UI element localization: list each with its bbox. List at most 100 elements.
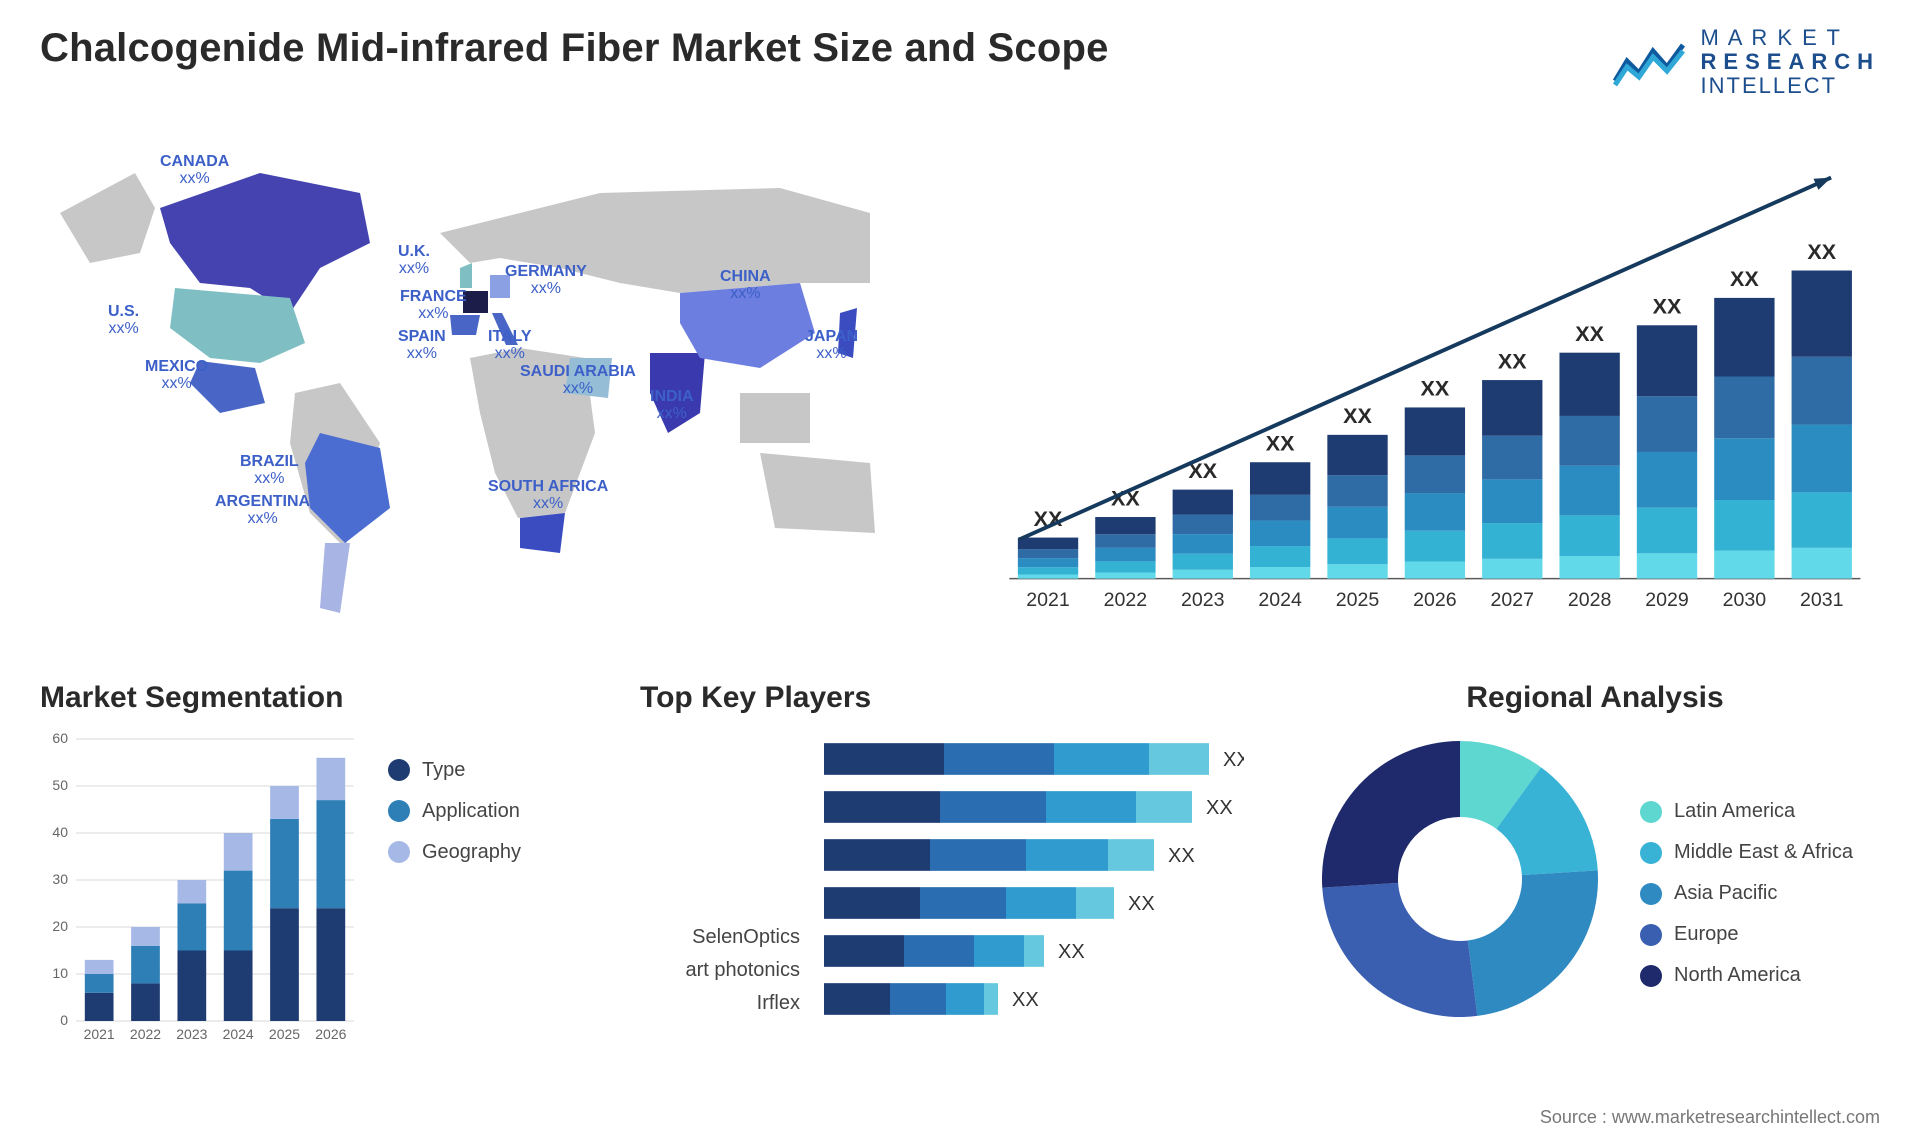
players-bar-segment <box>824 983 890 1015</box>
legend-label: Europe <box>1674 923 1739 946</box>
legend-swatch-icon <box>388 841 410 863</box>
map-country-south-africa <box>520 513 565 553</box>
legend-swatch-icon <box>1640 924 1662 946</box>
players-svg: XXXXXXXXXXXX <box>824 729 1244 1029</box>
forecast-bar-segment <box>1173 514 1233 534</box>
players-bar-segment <box>824 887 920 919</box>
brand-line3: INTELLECT <box>1701 73 1838 98</box>
seg-ytick: 40 <box>52 824 68 840</box>
players-bar-segment <box>1108 839 1154 871</box>
map-label-india: INDIAxx% <box>650 388 694 423</box>
forecast-bar-segment <box>1095 534 1155 548</box>
seg-ytick: 20 <box>52 918 68 934</box>
players-bar-segment <box>1024 935 1044 967</box>
forecast-bar-segment <box>1637 507 1697 553</box>
seg-xtick: 2021 <box>84 1026 115 1042</box>
seg-bar-segment <box>85 974 114 993</box>
forecast-bar-label: XX <box>1343 404 1372 428</box>
map-label-canada: CANADAxx% <box>160 153 229 188</box>
seg-bar-segment <box>131 983 160 1021</box>
players-bar-segment <box>930 839 1026 871</box>
regional-legend-item: North America <box>1640 964 1853 987</box>
forecast-bar-segment <box>1405 530 1465 561</box>
seg-bar-segment <box>224 950 253 1021</box>
map-label-mexico: MEXICOxx% <box>145 358 208 393</box>
forecast-bar-segment <box>1482 479 1542 523</box>
forecast-bar-segment <box>1173 534 1233 554</box>
forecast-bar-segment <box>1792 270 1852 356</box>
map-landmass <box>60 173 155 263</box>
players-bar-segment <box>946 983 984 1015</box>
players-value-label: XX <box>1206 797 1233 819</box>
regional-legend-item: Europe <box>1640 923 1853 946</box>
seg-legend-item: Application <box>388 800 521 823</box>
map-landmass <box>740 393 810 443</box>
legend-swatch-icon <box>1640 842 1662 864</box>
map-label-china: CHINAxx% <box>720 268 771 303</box>
players-bar-segment <box>940 791 1046 823</box>
forecast-bar-segment <box>1792 424 1852 492</box>
forecast-bar-segment <box>1018 574 1078 578</box>
players-title: Top Key Players <box>640 681 1270 715</box>
map-label-south-africa: SOUTH AFRICAxx% <box>488 478 608 513</box>
forecast-bar-segment <box>1173 553 1233 569</box>
regional-donut-chart <box>1310 729 1610 1029</box>
players-value-label: XX <box>1128 893 1155 915</box>
forecast-bar-segment <box>1482 435 1542 479</box>
forecast-bar-segment <box>1250 494 1310 520</box>
map-label-argentina: ARGENTINAxx% <box>215 493 310 528</box>
players-value-label: XX <box>1168 845 1195 867</box>
seg-bar-segment <box>131 945 160 983</box>
legend-swatch-icon <box>1640 965 1662 987</box>
forecast-year-label: 2024 <box>1258 589 1302 611</box>
forecast-bar-segment <box>1637 553 1697 578</box>
segmentation-chart: 0102030405060202120222023202420252026 <box>40 729 360 1049</box>
seg-xtick: 2025 <box>269 1026 300 1042</box>
forecast-arrowhead-icon <box>1814 177 1832 189</box>
regional-legend: Latin AmericaMiddle East & AfricaAsia Pa… <box>1640 770 1853 987</box>
segmentation-title: Market Segmentation <box>40 681 600 715</box>
players-chart: XXXXXXXXXXXX <box>824 729 1244 1029</box>
forecast-bar-segment <box>1714 438 1774 500</box>
forecast-bar-segment <box>1095 517 1155 534</box>
forecast-bar-segment <box>1405 493 1465 531</box>
forecast-bar-segment <box>1714 297 1774 376</box>
players-bar-segment <box>1026 839 1108 871</box>
donut-slice <box>1322 882 1477 1016</box>
forecast-bar-segment <box>1173 489 1233 514</box>
forecast-bar-label: XX <box>1266 431 1295 455</box>
players-bar-segment <box>1054 743 1149 775</box>
players-bar-segment <box>920 887 1006 919</box>
forecast-year-label: 2022 <box>1104 589 1147 611</box>
seg-ytick: 30 <box>52 871 68 887</box>
forecast-year-label: 2028 <box>1568 589 1612 611</box>
legend-swatch-icon <box>1640 801 1662 823</box>
forecast-bar-segment <box>1559 556 1619 579</box>
map-label-spain: SPAINxx% <box>398 328 446 363</box>
page-title: Chalcogenide Mid-infrared Fiber Market S… <box>40 26 1109 71</box>
forecast-bar-segment <box>1095 561 1155 572</box>
seg-xtick: 2022 <box>130 1026 161 1042</box>
forecast-year-label: 2030 <box>1723 589 1767 611</box>
players-name-label: Irflex <box>640 992 800 1015</box>
map-label-brazil: BRAZILxx% <box>240 453 299 488</box>
regional-title: Regional Analysis <box>1310 681 1880 715</box>
regional-legend-item: Asia Pacific <box>1640 882 1853 905</box>
players-bar-segment <box>1076 887 1114 919</box>
map-country-brazil <box>305 433 390 543</box>
forecast-bar-segment <box>1095 547 1155 561</box>
forecast-bar-segment <box>1250 567 1310 579</box>
map-label-italy: ITALYxx% <box>488 328 532 363</box>
legend-label: Geography <box>422 841 521 864</box>
donut-slice <box>1468 870 1598 1016</box>
seg-bar-segment <box>316 908 345 1021</box>
players-bar-segment <box>824 935 904 967</box>
forecast-year-label: 2021 <box>1026 589 1069 611</box>
seg-legend-item: Type <box>388 759 521 782</box>
forecast-bar-segment <box>1327 434 1387 474</box>
forecast-year-label: 2027 <box>1491 589 1534 611</box>
seg-ytick: 60 <box>52 730 68 746</box>
forecast-bar-segment <box>1405 455 1465 493</box>
brand-logo: M A R K E T RESEARCH INTELLECT <box>1613 26 1880 99</box>
map-label-u-s-: U.S.xx% <box>108 303 139 338</box>
